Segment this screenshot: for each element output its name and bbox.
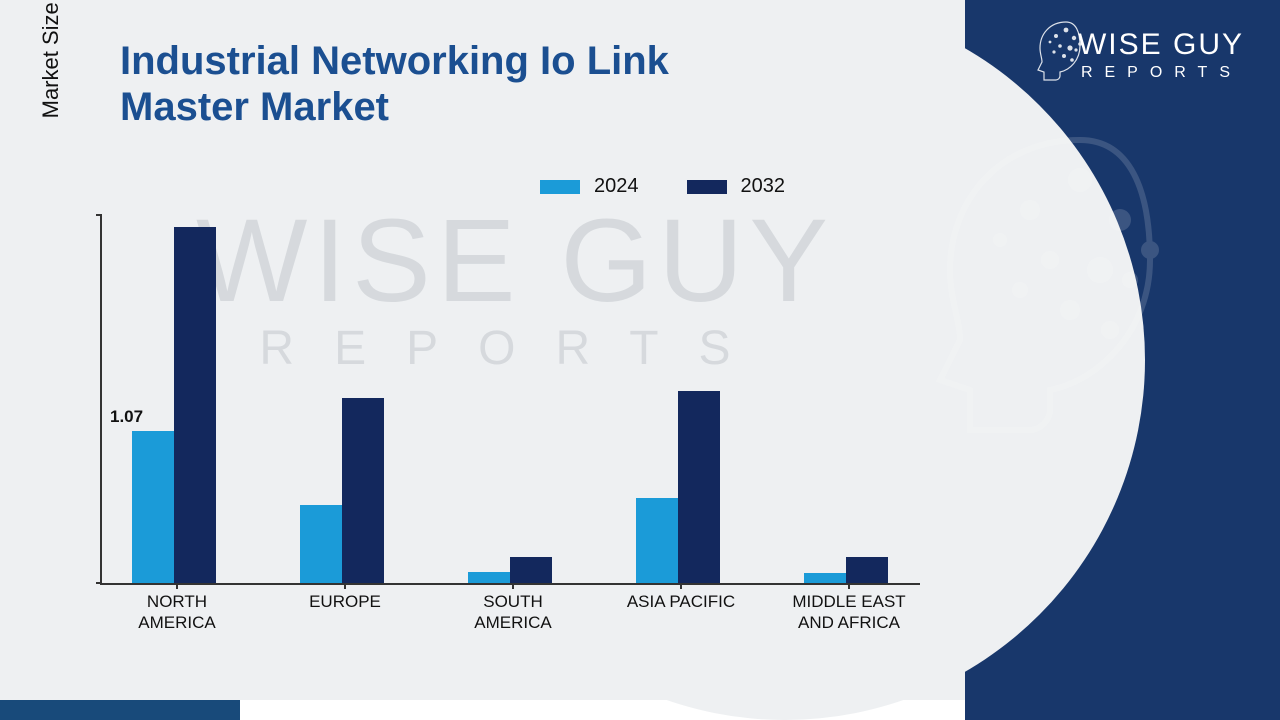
footer-accent-bar bbox=[0, 700, 240, 720]
category-label: SOUTH AMERICA bbox=[453, 591, 573, 634]
x-tick bbox=[176, 583, 178, 589]
bar-2024 bbox=[132, 431, 174, 583]
brand-head-watermark-icon bbox=[930, 130, 1200, 440]
y-tick bbox=[96, 582, 102, 584]
legend-label-0: 2024 bbox=[594, 175, 639, 198]
legend-item-1: 2032 bbox=[687, 175, 786, 198]
category-label: EUROPE bbox=[285, 591, 405, 612]
chart-title: Industrial Networking Io Link Master Mar… bbox=[120, 38, 680, 130]
legend-swatch-0 bbox=[540, 180, 580, 194]
brand-head-icon bbox=[1036, 20, 1090, 82]
legend-label-1: 2032 bbox=[741, 175, 786, 198]
x-tick bbox=[848, 583, 850, 589]
y-axis-label: Market Size in USD Billion bbox=[38, 0, 64, 200]
bar-2032 bbox=[678, 391, 720, 583]
bar-2024 bbox=[468, 572, 510, 583]
category-label: MIDDLE EAST AND AFRICA bbox=[789, 591, 909, 634]
chart-area: 1.07NORTH AMERICAEUROPESOUTH AMERICAASIA… bbox=[100, 215, 920, 585]
y-tick bbox=[96, 214, 102, 216]
bar-2024 bbox=[636, 498, 678, 583]
x-tick bbox=[344, 583, 346, 589]
legend-item-0: 2024 bbox=[540, 175, 639, 198]
legend: 2024 2032 bbox=[540, 175, 785, 198]
legend-swatch-1 bbox=[687, 180, 727, 194]
bar-2032 bbox=[342, 398, 384, 583]
category-label: NORTH AMERICA bbox=[117, 591, 237, 634]
brand-logo-line2: REPORTS bbox=[1078, 64, 1242, 82]
plot-area: 1.07NORTH AMERICAEUROPESOUTH AMERICAASIA… bbox=[100, 215, 920, 585]
bar-2032 bbox=[510, 557, 552, 583]
bar-2032 bbox=[846, 557, 888, 583]
bar-value-label: 1.07 bbox=[110, 407, 143, 427]
brand-logo: WISE GUY REPORTS bbox=[1078, 28, 1244, 82]
category-label: ASIA PACIFIC bbox=[621, 591, 741, 612]
bar-2024 bbox=[300, 505, 342, 583]
brand-logo-line1: WISE GUY bbox=[1078, 28, 1244, 62]
x-tick bbox=[512, 583, 514, 589]
x-tick bbox=[680, 583, 682, 589]
bar-2032 bbox=[174, 227, 216, 583]
bar-2024 bbox=[804, 573, 846, 583]
